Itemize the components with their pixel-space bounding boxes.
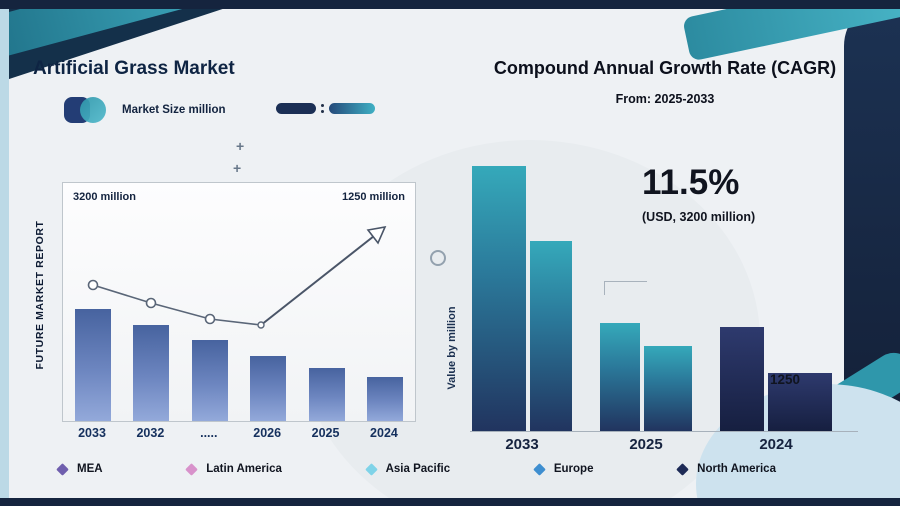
legend-diamond-icon [185,462,199,476]
legend-item-mea: MEA [56,462,103,476]
annotation-3200-million: 3200 million [73,191,136,203]
legend-item-label: Latin America [206,463,282,475]
bottom-frame-bar [0,498,900,506]
legend-item-label: Asia Pacific [385,463,451,475]
annotation-1250-million: 1250 million [342,191,405,203]
right-y-axis-label: Value by million [446,306,458,390]
navy-pill-decor [276,103,316,114]
right-bar-2033-series-1 [472,166,526,431]
right-bar-2024-series-2 [768,373,832,431]
region-legend: MEA Latin America Asia Pacific Europe North … [56,462,776,476]
plus-icon: + [236,138,245,154]
right-x-label: 2025 [629,436,663,453]
left-frame-bar [0,0,9,506]
right-bar-2025-series-1 [600,323,640,431]
legend-diamond-icon [676,462,690,476]
legend-diamond-icon [532,462,546,476]
annotation-1250: 1250 [770,372,801,387]
left-bars [75,221,403,421]
right-xlabels: 2033 2025 2024 [472,436,832,453]
right-x-label: 2033 [505,436,539,453]
left-chart-title: Artificial Grass Market [33,58,235,79]
legend-item-latin-america: Latin America [185,462,282,476]
market-size-icon [64,96,110,124]
legend-item-label: North America [697,463,776,475]
right-bar-group-2025 [600,323,692,431]
market-size-legend: Market Size million [64,96,226,124]
legend-diamond-icon [56,462,69,476]
left-bar-..... [191,340,228,421]
pill-dots-decor [321,104,324,107]
market-size-label: Market Size million [122,104,226,116]
cagr-value: 11.5% [642,163,740,202]
circle-icon [430,250,446,266]
right-axis-line [470,431,858,432]
teal-pill-decor [329,103,375,114]
left-x-label: 2025 [311,426,340,440]
right-chart-subtitle: From: 2025-2033 [615,92,715,106]
plus-icon: + [233,160,242,176]
top-frame-bar [0,0,900,9]
legend-item-label: MEA [77,463,103,475]
left-bar-2033 [75,309,111,421]
icon-teal-shape [80,97,106,123]
legend-item-asia-pacific: Asia Pacific [364,462,451,476]
left-bar-2026 [250,356,287,421]
cagr-note: (USD, 3200 million) [642,210,756,224]
left-xlabels: 2033 2032..... 2026 2025 2024 [74,426,402,440]
right-bar-2033-series-2 [530,241,572,431]
left-x-label: 2026 [253,426,282,440]
right-bar-group-2033 [472,166,572,431]
right-x-label: 2024 [759,436,793,453]
left-x-label: 2032 [136,426,165,440]
right-bar-2024-series-1 [720,327,764,431]
right-bars [472,161,854,431]
legend-item-north-america: North America [676,462,776,476]
right-bar-group-2024 [720,327,832,431]
legend-item-label: Europe [553,463,594,475]
left-x-label: ..... [200,426,218,440]
left-y-axis-label: FUTURE MARKET REPORT [34,220,46,370]
left-x-label: 2024 [370,426,398,440]
left-x-label: 2033 [78,426,106,440]
right-chart-title: Compound Annual Growth Rate (CAGR) [493,58,837,78]
left-bar-2032 [133,325,170,421]
legend-diamond-icon [364,462,378,476]
left-chart-panel: 3200 million 1250 million [62,182,416,422]
right-bar-2025-series-2 [644,346,692,431]
left-bar-2024 [366,377,403,421]
step-line-decor [604,281,647,295]
left-bar-2025 [308,368,345,421]
legend-item-europe: Europe [532,462,594,476]
